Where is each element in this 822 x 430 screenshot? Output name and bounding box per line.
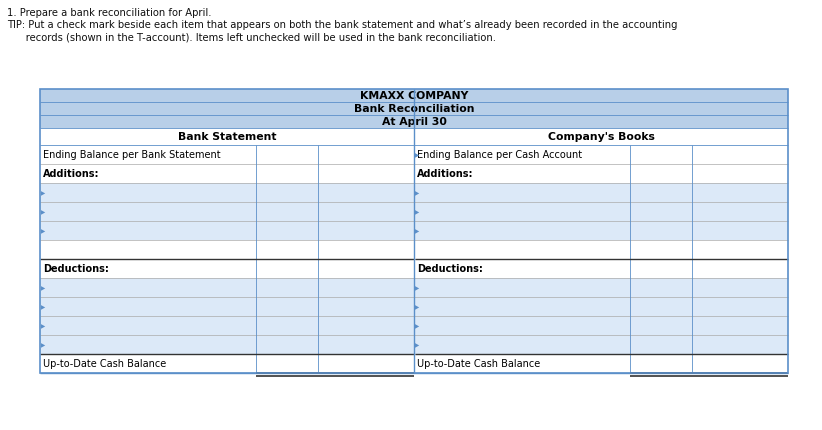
Text: ▶: ▶	[41, 342, 45, 347]
Text: Bank Statement: Bank Statement	[178, 132, 276, 142]
Text: ▶: ▶	[415, 286, 419, 290]
Text: Deductions:: Deductions:	[417, 264, 483, 274]
Text: At April 30: At April 30	[381, 117, 446, 127]
Text: ▶: ▶	[415, 228, 419, 233]
Bar	[40, 146, 788, 165]
Bar	[40, 335, 788, 354]
Text: Additions:: Additions:	[417, 169, 473, 179]
Bar	[40, 316, 788, 335]
Text: Company's Books: Company's Books	[547, 132, 654, 142]
Text: ▶: ▶	[415, 209, 419, 215]
Bar	[40, 129, 788, 146]
Text: ▶: ▶	[415, 304, 419, 309]
Text: ▶: ▶	[41, 190, 45, 196]
Text: Up-to-Date Cash Balance: Up-to-Date Cash Balance	[43, 359, 166, 369]
Bar	[40, 165, 788, 184]
Text: ▶: ▶	[41, 228, 45, 233]
Text: Additions:: Additions:	[43, 169, 99, 179]
Bar	[40, 259, 788, 278]
Bar	[40, 278, 788, 297]
Text: Ending Balance per Cash Account: Ending Balance per Cash Account	[417, 150, 582, 160]
Text: ▶: ▶	[41, 323, 45, 328]
Text: Deductions:: Deductions:	[43, 264, 109, 274]
Bar	[40, 90, 788, 373]
Bar	[40, 354, 788, 373]
Text: ▶: ▶	[41, 304, 45, 309]
Text: ▶: ▶	[415, 323, 419, 328]
Text: ▶: ▶	[415, 190, 419, 196]
Bar	[40, 184, 788, 203]
Text: TIP: Put a check mark beside each item that appears on both the bank statement a: TIP: Put a check mark beside each item t…	[7, 20, 677, 30]
Text: ▶: ▶	[41, 286, 45, 290]
Text: KMAXX COMPANY: KMAXX COMPANY	[360, 91, 469, 101]
Bar	[40, 240, 788, 259]
Text: records (shown in the T-account). Items left unchecked will be used in the bank : records (shown in the T-account). Items …	[7, 32, 496, 42]
Text: ▶: ▶	[415, 153, 419, 158]
Text: Bank Reconciliation: Bank Reconciliation	[353, 104, 474, 114]
Text: Up-to-Date Cash Balance: Up-to-Date Cash Balance	[417, 359, 540, 369]
Bar	[40, 221, 788, 240]
Text: Ending Balance per Bank Statement: Ending Balance per Bank Statement	[43, 150, 220, 160]
Bar	[40, 297, 788, 316]
Bar	[40, 90, 788, 146]
Text: ▶: ▶	[415, 342, 419, 347]
Text: 1. Prepare a bank reconciliation for April.: 1. Prepare a bank reconciliation for Apr…	[7, 8, 211, 18]
Bar	[40, 203, 788, 221]
Text: ▶: ▶	[41, 209, 45, 215]
